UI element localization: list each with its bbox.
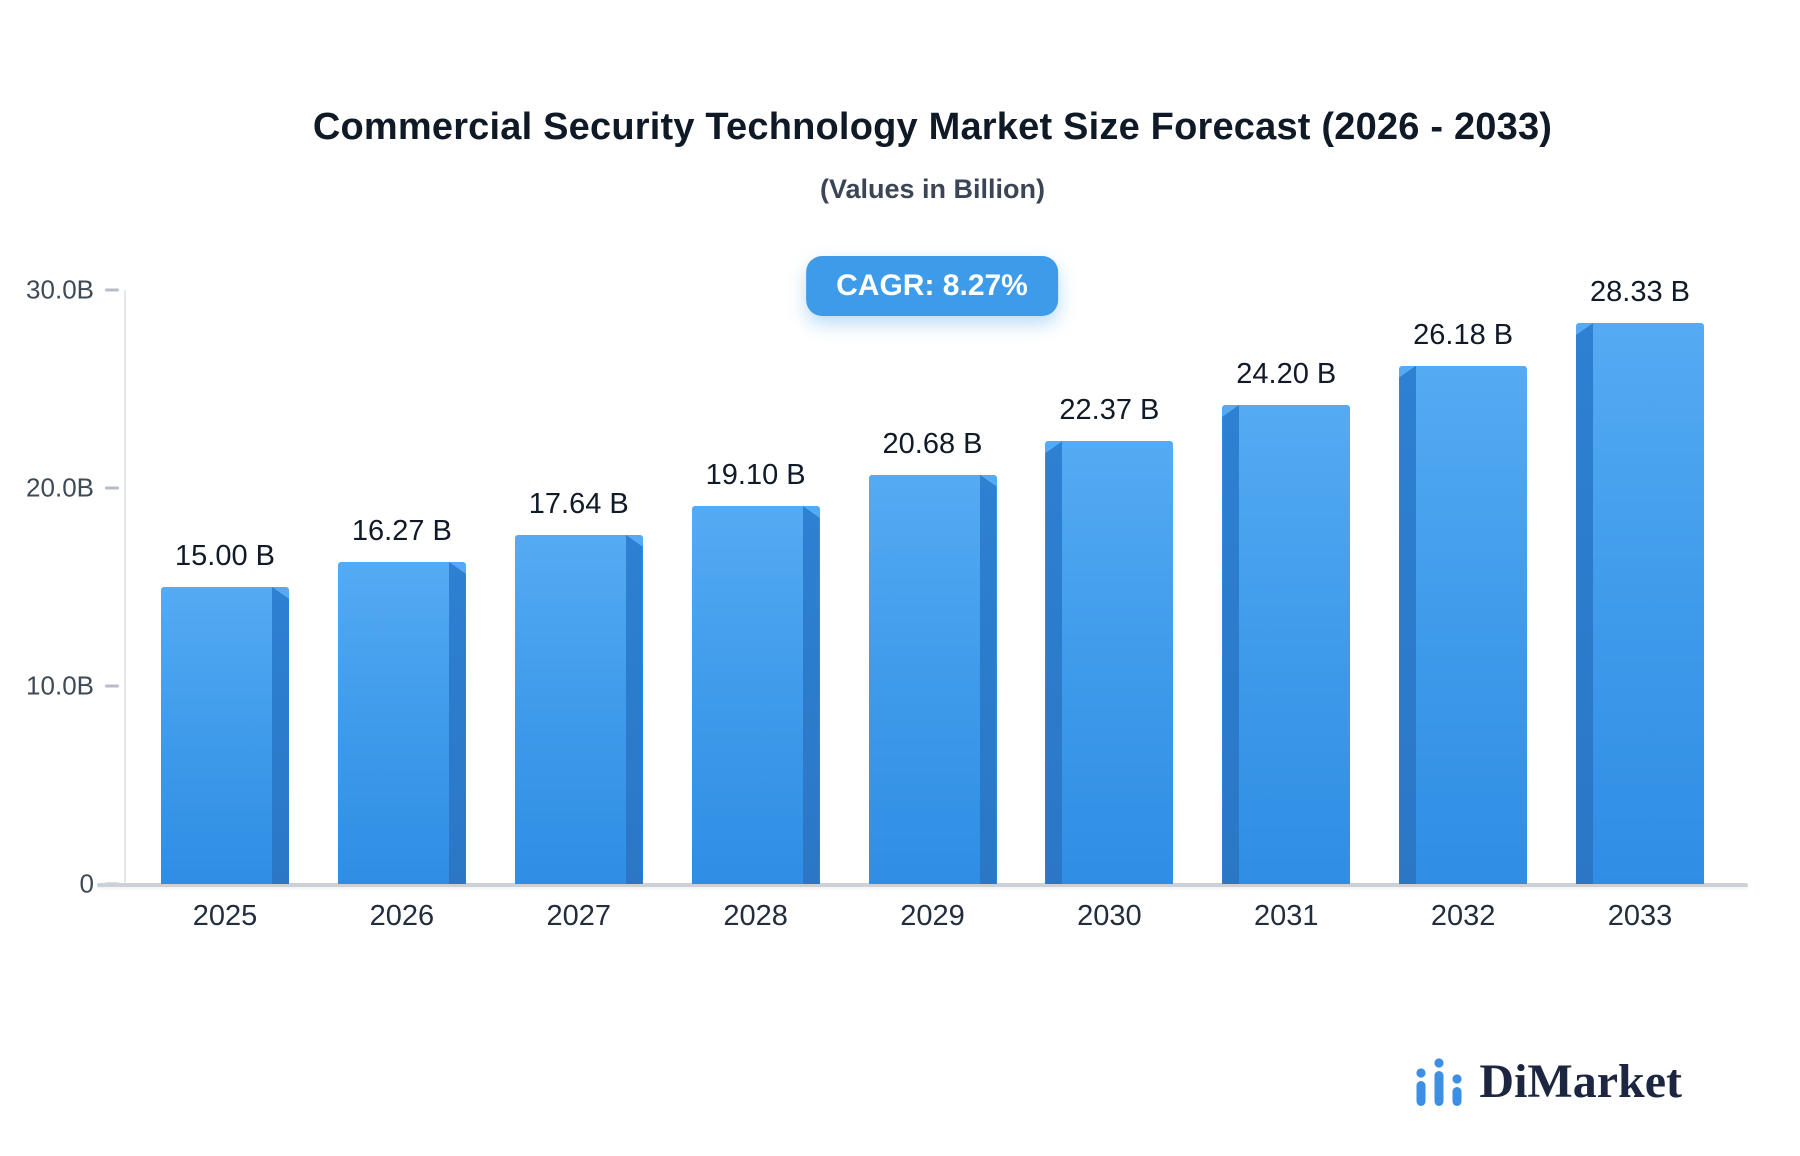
bar: [1399, 365, 1528, 884]
bar-group: 16.27 B 2026: [337, 290, 466, 932]
bar: [337, 561, 466, 884]
y-tick-label: 0: [79, 868, 94, 899]
bar-group: 24.20 B 2031: [1222, 290, 1351, 932]
y-tick-mark: [105, 684, 119, 688]
y-axis-line: [124, 290, 126, 884]
y-tick-mark: [105, 486, 119, 490]
x-tick-label: 2027: [546, 900, 612, 932]
bar: [1576, 323, 1704, 884]
x-tick-label: 2028: [723, 900, 788, 932]
logo: DiMarket: [1412, 1058, 1682, 1106]
x-tick-label: 2030: [1077, 900, 1142, 932]
bar-value-label: 20.68 B: [882, 427, 983, 460]
bar-value-label: 15.00 B: [175, 540, 275, 572]
y-tick-label: 30.0B: [26, 274, 94, 305]
y-axis: 0 10.0B 20.0B 30.0B: [0, 275, 125, 899]
bar-value-label: 16.27 B: [351, 514, 452, 547]
bar-group: 15.00 B 2025: [161, 290, 289, 932]
bar: [1045, 441, 1174, 884]
y-tick-mark: [105, 288, 119, 292]
bar-value-label: 26.18 B: [1413, 318, 1514, 351]
y-tick-label: 10.0B: [26, 670, 94, 701]
bar: [514, 534, 643, 884]
bar-value-label: 24.20 B: [1236, 357, 1337, 390]
bar-group: 22.37 B 2030: [1045, 290, 1174, 932]
bar-value-label: 22.37 B: [1059, 394, 1160, 427]
bar-group: 28.33 B 2033: [1576, 276, 1704, 932]
x-tick-label: 2032: [1430, 900, 1496, 932]
x-tick-label: 2029: [900, 900, 965, 932]
y-tick: 20.0B: [26, 473, 119, 504]
bar-chart-icon: [1416, 1058, 1463, 1106]
bars-container: 15.00 B 2025 16.27 B 2026 17.64 B 2027 19.10 B…: [125, 276, 1740, 932]
bar-value-label: 28.33 B: [1590, 276, 1690, 309]
x-tick-label: 2025: [192, 900, 258, 932]
bar: [161, 587, 289, 884]
logo-text: DiMarket: [1479, 1055, 1682, 1108]
cagr-badge: CAGR: 8.27%: [806, 256, 1058, 316]
bar: [868, 474, 997, 884]
chart-title: Commercial Security Technology Market Si…: [312, 106, 1553, 148]
bar-value-label: 17.64 B: [528, 487, 629, 520]
bar-group: 17.64 B 2027: [514, 290, 643, 932]
bar: [1222, 404, 1351, 884]
x-tick-label: 2031: [1253, 900, 1319, 932]
y-tick: 10.0B: [26, 671, 119, 702]
bar-group: 26.18 B 2032: [1399, 290, 1528, 932]
x-tick-label: 2033: [1607, 900, 1673, 932]
bar-group: 19.10 B 2028: [691, 290, 820, 932]
y-tick-label: 20.0B: [26, 472, 94, 503]
plot-area: 0 10.0B 20.0B 30.0B 15.00 B 2025 16.27 B 2026 1…: [26, 275, 1748, 932]
bar-group: 20.68 B 2029: [868, 290, 997, 932]
x-axis-line: [97, 883, 1748, 887]
bar: [691, 505, 820, 884]
x-tick-label: 2026: [369, 900, 435, 932]
y-tick: 30.0B: [26, 275, 119, 306]
chart-subtitle: (Values in Billion): [819, 174, 1046, 204]
bar-value-label: 19.10 B: [705, 458, 806, 491]
